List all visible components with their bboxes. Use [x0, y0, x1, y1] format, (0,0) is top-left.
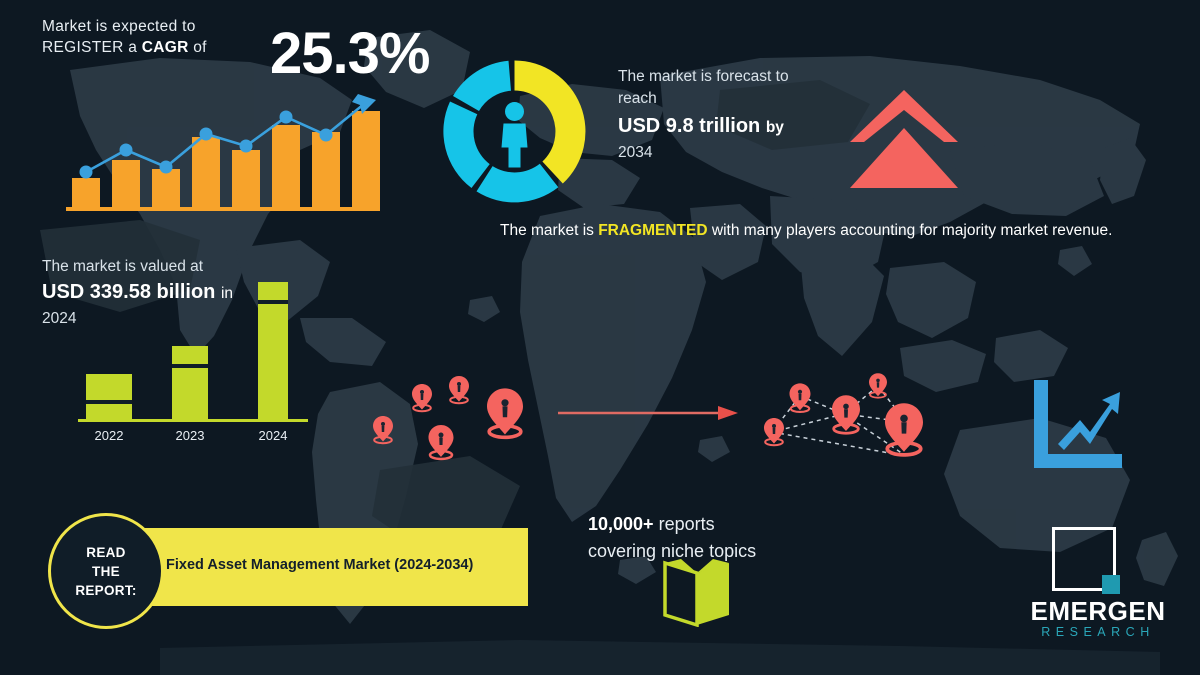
valuation-block: The market is valued at USD 339.58 billi…	[42, 256, 362, 330]
donut-segment-cyan-1	[453, 60, 511, 111]
report-title: Fixed Asset Management Market (2024-2034…	[166, 557, 474, 573]
fragmented-suffix: with many players accounting for majorit…	[707, 222, 1113, 239]
map-pin-icon	[830, 393, 862, 435]
read-report-label: READ THE REPORT:	[75, 543, 136, 600]
bar-2022	[86, 374, 132, 420]
logo-square-accent-icon	[1102, 575, 1120, 594]
logo-subtitle: RESEARCH	[1041, 625, 1155, 639]
valuation-line-1: The market is valued at	[42, 258, 204, 275]
forecast-line-2: reach	[618, 90, 657, 107]
reports-count-number: 10,000+	[588, 514, 654, 534]
open-book-icon	[663, 559, 729, 627]
valuation-value-row: USD 339.58 billion in	[42, 278, 362, 308]
logo-square-icon	[1052, 527, 1116, 591]
trend-markers	[79, 110, 333, 179]
networked-map-pins	[762, 372, 925, 457]
chart-bars	[72, 111, 380, 208]
fragmented-prefix: The market is	[500, 222, 599, 239]
map-pin-icon	[762, 416, 786, 447]
fragmented-highlight: FRAGMENTED	[598, 222, 708, 239]
valuation-year: 2024	[42, 310, 77, 327]
map-pin-icon	[410, 382, 434, 413]
green-chart-label-2023: 2023	[176, 428, 205, 443]
right-arrow-icon	[558, 406, 738, 420]
market-share-donut	[443, 60, 586, 203]
green-chart-label-2022: 2022	[95, 428, 124, 443]
forecast-value-row: USD 9.8 trillion by	[618, 112, 878, 142]
read-report-line-2: THE	[92, 563, 120, 579]
cagr-line-2-suffix: of	[188, 39, 207, 56]
map-pin-icon	[371, 414, 395, 445]
trend-line	[85, 102, 365, 174]
forecast-value: USD 9.8 trillion	[618, 115, 761, 137]
map-pin-icon	[788, 382, 812, 414]
read-report-circle[interactable]: READ THE REPORT:	[48, 513, 164, 629]
forecast-year: 2034	[618, 144, 653, 161]
map-pin-icon	[427, 423, 455, 461]
read-report-line-3: REPORT:	[75, 582, 137, 598]
donut-segment-cyan-3	[476, 163, 559, 203]
double-up-triangle-icon	[850, 90, 958, 188]
forecast-value-suffix: by	[765, 119, 784, 136]
reports-count-line-1: 10,000+ reports	[588, 511, 848, 538]
cagr-value: 25.3%	[270, 21, 430, 86]
growth-chart-icon	[1034, 380, 1122, 468]
map-pin-icon	[447, 374, 471, 405]
bar-2024	[258, 282, 288, 420]
market-value-chart: 2022 2023 2024	[78, 282, 308, 443]
reports-count-line-2: covering niche topics	[588, 541, 757, 561]
valuation-value: USD 339.58 billion	[42, 281, 216, 303]
chart-baseline	[66, 207, 380, 211]
donut-segment-yellow	[514, 60, 586, 184]
person-icon	[501, 102, 528, 168]
map-pin-icon	[868, 372, 888, 399]
reports-count-unit: reports	[653, 514, 715, 534]
trend-arrow-head	[352, 94, 376, 114]
cagr-trend-chart	[66, 94, 380, 211]
forecast-block: The market is forecast to reach USD 9.8 …	[618, 66, 878, 164]
bar-2023	[172, 346, 208, 420]
map-pin-icon	[883, 401, 925, 457]
valuation-value-suffix: in	[220, 285, 234, 302]
green-chart-baseline	[78, 419, 308, 422]
map-pin-icon	[485, 386, 525, 440]
donut-segment-cyan-2	[443, 101, 490, 188]
logo-name: EMERGEN	[1030, 596, 1166, 626]
forecast-line-1: The market is forecast to	[618, 68, 789, 85]
cagr-keyword: CAGR	[141, 39, 189, 56]
cagr-block: Market is expected to REGISTER a CAGR of…	[42, 16, 430, 84]
cagr-line-2-prefix: REGISTER a	[42, 39, 142, 56]
fragmented-statement: The market is FRAGMENTED with many playe…	[500, 218, 1140, 243]
green-chart-label-2024: 2024	[259, 428, 288, 443]
emergen-research-logo: EMERGEN RESEARCH	[1022, 527, 1174, 645]
scattered-map-pins	[371, 374, 525, 461]
cagr-line-1: Market is expected to	[42, 18, 196, 35]
cagr-line-2: REGISTER a CAGR of	[42, 37, 392, 58]
read-report-banner[interactable]: Fixed Asset Management Market (2024-2034…	[128, 528, 528, 606]
reports-count-block: 10,000+ reports covering niche topics	[588, 511, 848, 565]
read-report-line-1: READ	[86, 544, 126, 560]
